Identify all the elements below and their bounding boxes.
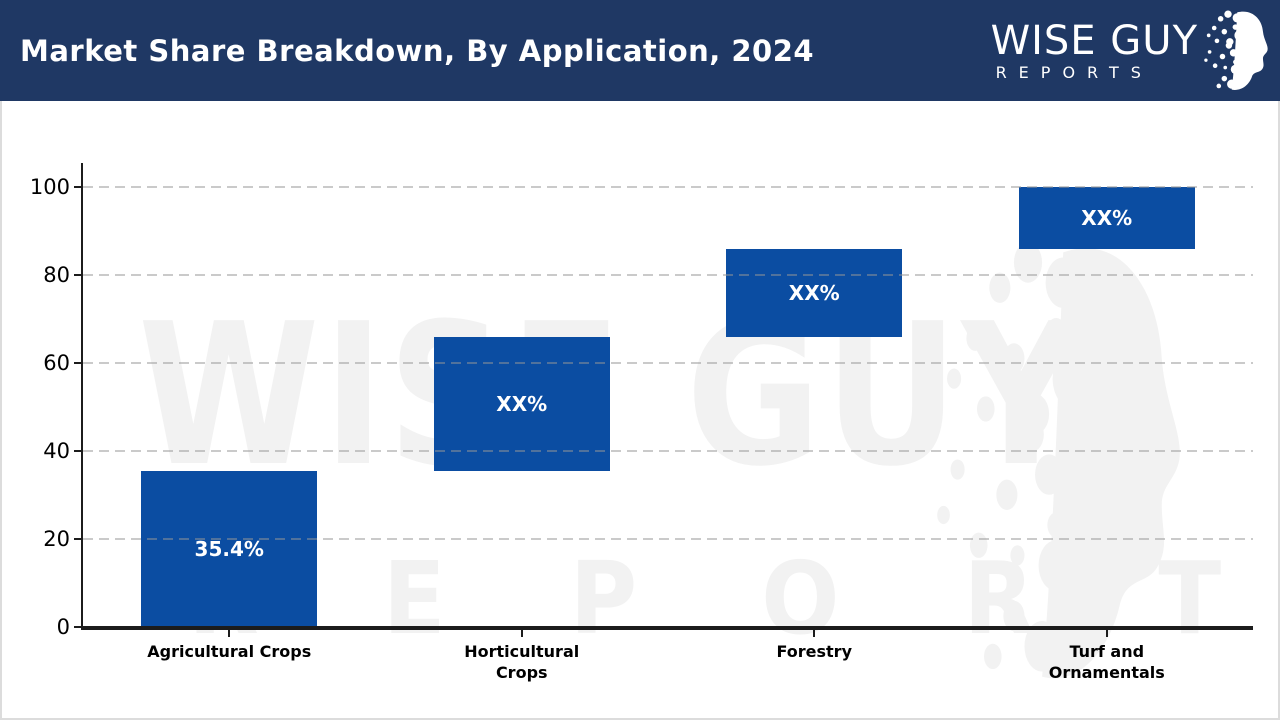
x-category-label-line: Agricultural Crops bbox=[147, 642, 312, 661]
y-tick-label: 100 bbox=[29, 175, 70, 199]
y-tick-label: 0 bbox=[56, 615, 70, 639]
gridline-60 bbox=[83, 362, 1253, 364]
y-axis-line bbox=[81, 163, 83, 629]
bar-segment bbox=[141, 471, 318, 627]
y-tick-mark bbox=[74, 626, 83, 628]
logo-subtext: REPORTS bbox=[995, 63, 1153, 82]
x-category-label: Turf and Ornamentals bbox=[976, 641, 1238, 683]
y-tick-mark bbox=[74, 186, 83, 188]
x-category-label-line: Crops bbox=[495, 663, 548, 682]
y-tick-mark bbox=[74, 538, 83, 540]
y-tick-label: 40 bbox=[43, 439, 70, 463]
gridline-20 bbox=[83, 538, 1253, 540]
report-header: Market Share Breakdown, By Application, … bbox=[0, 0, 1280, 101]
bar-segment bbox=[1018, 187, 1195, 250]
x-category-label: Forestry bbox=[683, 641, 945, 662]
y-tick-label: 80 bbox=[43, 263, 70, 287]
y-tick-label: 20 bbox=[43, 527, 70, 551]
bar-segment bbox=[726, 249, 903, 338]
x-category-label-line: Horticultural bbox=[464, 642, 580, 661]
x-category-label-line: Ornamentals bbox=[1048, 663, 1165, 682]
x-category-label-line: Forestry bbox=[776, 642, 852, 661]
x-tick-mark bbox=[813, 630, 816, 637]
plot-area: 0 20 40 60 80 100 35.4% Agricultural Crops XX% Ho… bbox=[0, 101, 1280, 720]
y-tick-label: 60 bbox=[43, 351, 70, 375]
logo-text: WISE GUY REPORTS bbox=[991, 20, 1198, 82]
page-title: Market Share Breakdown, By Application, … bbox=[20, 33, 815, 68]
x-tick-mark bbox=[228, 630, 231, 637]
x-category-label: Agricultural Crops bbox=[98, 641, 360, 662]
x-tick-mark bbox=[1105, 630, 1108, 637]
gridline-80 bbox=[83, 274, 1253, 276]
gridline-100 bbox=[83, 186, 1253, 188]
x-category-label-line: Turf and bbox=[1069, 642, 1145, 661]
bar-value-label: XX% bbox=[496, 392, 548, 417]
y-tick-mark bbox=[74, 274, 83, 276]
bar-value-label: 35.4% bbox=[194, 537, 264, 562]
dot-face-icon bbox=[1204, 10, 1268, 90]
y-tick-mark bbox=[74, 450, 83, 452]
x-category-label: Horticultural Crops bbox=[391, 641, 653, 683]
x-axis-line bbox=[81, 626, 1253, 630]
y-tick-mark bbox=[74, 362, 83, 364]
bar-segment bbox=[433, 337, 610, 472]
wiseguy-logo: WISE GUY REPORTS bbox=[991, 4, 1274, 98]
bar-value-label: XX% bbox=[788, 281, 840, 306]
bar-value-label: XX% bbox=[1081, 206, 1133, 231]
logo-wordmark: WISE GUY bbox=[990, 18, 1198, 64]
gridline-40 bbox=[83, 450, 1253, 452]
x-tick-mark bbox=[520, 630, 523, 637]
